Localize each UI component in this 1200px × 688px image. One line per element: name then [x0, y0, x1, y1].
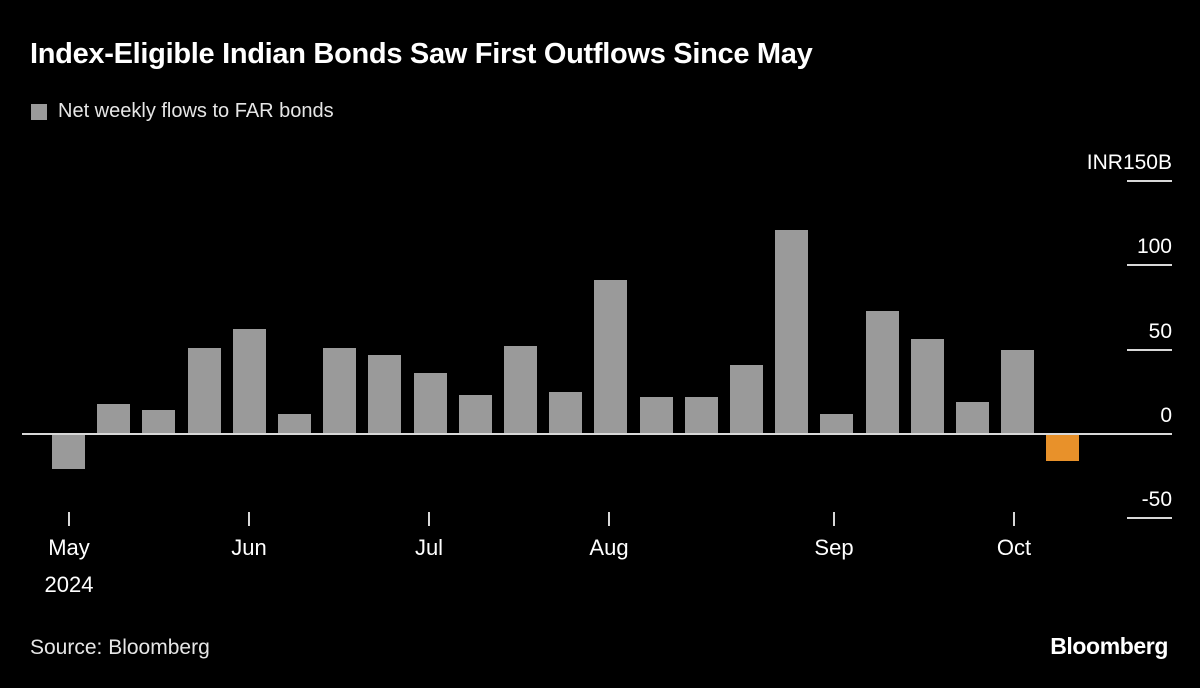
x-axis-tick	[428, 512, 430, 526]
bar	[278, 413, 311, 434]
x-axis-tick	[248, 512, 250, 526]
bar	[504, 346, 537, 434]
bar	[323, 347, 357, 434]
bar	[52, 434, 85, 470]
page-title: Index-Eligible Indian Bonds Saw First Ou…	[30, 38, 813, 70]
bar	[775, 229, 809, 434]
y-axis-label: 50	[1148, 320, 1172, 343]
bar	[820, 413, 854, 434]
bar	[97, 403, 131, 434]
legend-swatch-icon	[31, 103, 47, 120]
bar	[594, 280, 628, 434]
bar	[368, 354, 402, 434]
x-axis-label: May	[48, 535, 90, 560]
bar	[865, 310, 899, 434]
bloomberg-logo: Bloomberg	[1050, 633, 1168, 659]
bar	[1001, 349, 1035, 434]
x-axis-tick	[1013, 512, 1015, 526]
y-axis-label: INR150B	[1086, 151, 1172, 174]
y-axis-tick	[1127, 264, 1172, 266]
legend-label: Net weekly flows to FAR bonds	[58, 100, 334, 122]
bar	[232, 329, 266, 434]
y-axis-tick	[1127, 517, 1172, 519]
bar	[142, 410, 176, 434]
bar	[1046, 434, 1080, 462]
bar	[910, 339, 944, 434]
x-axis-label: Jul	[414, 535, 444, 560]
y-axis-label: 100	[1136, 235, 1172, 258]
chart-legend: Net weekly flows to FAR bonds	[31, 100, 334, 123]
bar	[730, 364, 763, 434]
bar	[187, 347, 221, 434]
y-axis-label: -50	[1141, 488, 1172, 511]
bar	[639, 396, 673, 434]
y-axis-tick	[1127, 349, 1172, 351]
x-axis-label: Jun	[231, 535, 267, 560]
zero-baseline	[22, 433, 1172, 435]
x-axis-tick	[608, 512, 610, 526]
x-axis-label: Sep	[814, 535, 854, 560]
bar	[684, 396, 718, 434]
footer-divider	[0, 612, 1200, 613]
bar	[549, 391, 583, 434]
bar	[413, 373, 447, 434]
x-axis-tick	[68, 512, 70, 526]
x-axis-label: Aug	[589, 535, 629, 560]
bar	[956, 401, 989, 434]
x-axis-tick	[833, 512, 835, 526]
y-axis-tick	[1127, 180, 1172, 182]
y-axis-label: 0	[1160, 404, 1172, 427]
bar	[458, 395, 492, 434]
y-axis: INR150B 100 50 0 -50	[1087, 0, 1200, 688]
y-axis-tick	[1127, 433, 1172, 435]
x-axis-label: Oct	[996, 535, 1032, 560]
source-note: Source: Bloomberg	[30, 636, 210, 659]
x-axis-year-label: 2024	[44, 572, 94, 597]
